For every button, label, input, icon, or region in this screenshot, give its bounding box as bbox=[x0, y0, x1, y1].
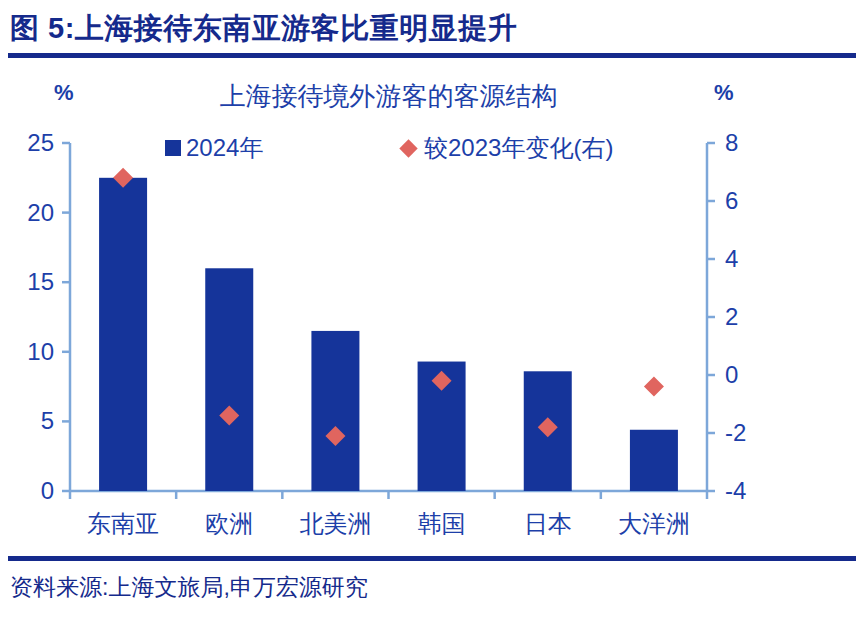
diamond-marker-大洋洲 bbox=[644, 377, 664, 397]
left-axis-tick-label: 0 bbox=[41, 477, 54, 504]
bar-北美洲 bbox=[311, 331, 359, 491]
right-axis-tick-label: 0 bbox=[725, 361, 738, 388]
right-axis-tick-label: -2 bbox=[725, 419, 746, 446]
left-axis-tick-label: 10 bbox=[27, 338, 54, 365]
figure-page: 图 5:上海接待东南亚游客比重明显提升 上海接待境外游客的客源结构 % % 20… bbox=[0, 0, 864, 618]
category-label: 大洋洲 bbox=[618, 510, 690, 537]
source-note: 资料来源:上海文旅局,申万宏源研究 bbox=[10, 572, 368, 603]
category-label: 北美洲 bbox=[299, 510, 371, 537]
bar-欧洲 bbox=[205, 268, 253, 491]
left-axis-tick-label: 15 bbox=[27, 268, 54, 295]
combo-chart-canvas: 0 5 10 15 20 25 -4 -2 0 2 4 6 8 东南亚 欧洲 北美洲 韩国 日本 大洋洲 bbox=[0, 0, 864, 560]
right-axis-tick-label: 6 bbox=[725, 187, 738, 214]
right-axis-tick-label: 4 bbox=[725, 245, 738, 272]
bar-东南亚 bbox=[99, 178, 147, 491]
right-axis-tick-label: 2 bbox=[725, 303, 738, 330]
bar-大洋洲 bbox=[630, 430, 678, 491]
left-axis-tick-label: 20 bbox=[27, 199, 54, 226]
category-label: 日本 bbox=[524, 510, 572, 537]
footer-divider-line bbox=[8, 556, 856, 561]
right-axis-tick-label: -4 bbox=[725, 477, 746, 504]
left-axis-tick-label: 25 bbox=[27, 129, 54, 156]
category-label: 韩国 bbox=[418, 510, 466, 537]
category-label: 东南亚 bbox=[87, 510, 159, 537]
left-axis-tick-label: 5 bbox=[41, 407, 54, 434]
right-axis-tick-label: 8 bbox=[725, 129, 738, 156]
category-label: 欧洲 bbox=[205, 510, 253, 537]
